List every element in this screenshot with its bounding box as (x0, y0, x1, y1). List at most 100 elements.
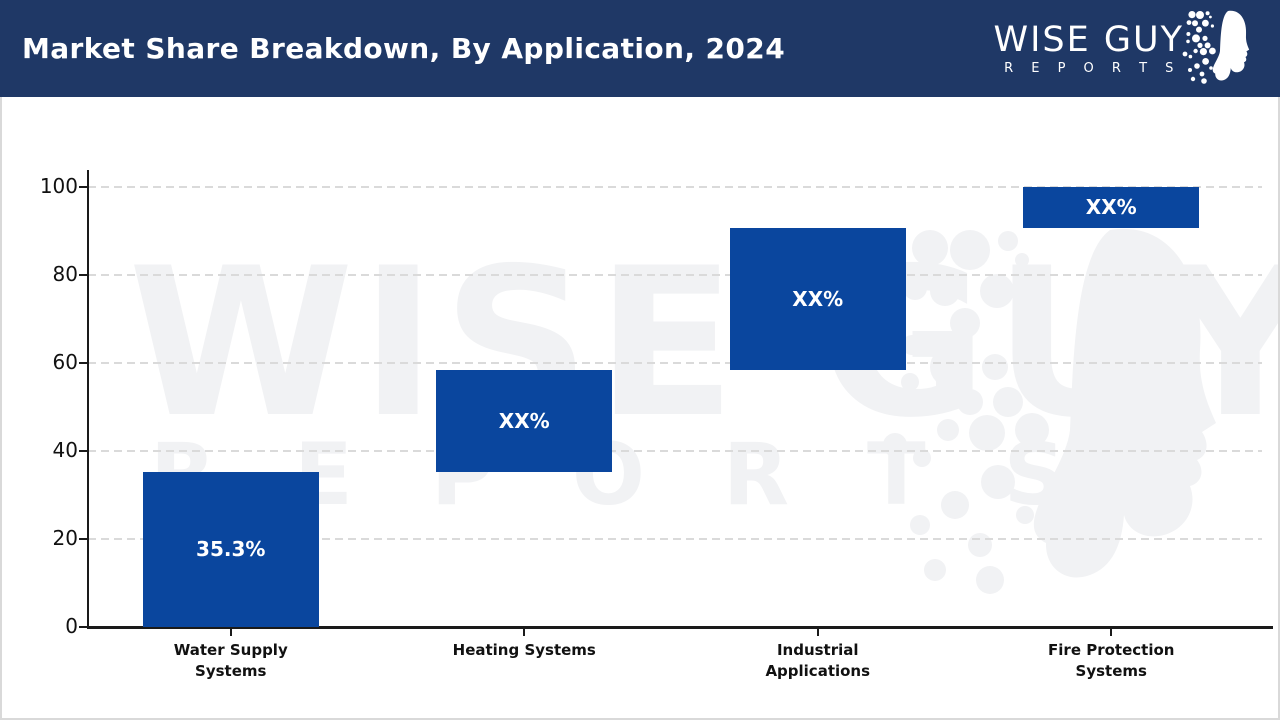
logo-wordmark: WISE GUY (993, 19, 1184, 60)
logo-face-shape (1197, 42, 1203, 48)
watermark-face-shape (937, 419, 959, 441)
watermark-face-shape (913, 449, 931, 467)
x-axis-category-label: Water Supply Systems (116, 640, 346, 682)
bar-value-label: 35.3% (196, 537, 266, 562)
x-axis-line (87, 626, 1273, 629)
logo-face-shape (1199, 71, 1205, 76)
page-border-right (1278, 97, 1280, 720)
watermark-face-shape (969, 415, 1005, 451)
logo-face-shape (1196, 26, 1202, 33)
x-axis-category-line: Water Supply (173, 641, 288, 659)
logo-face-shape (1212, 10, 1250, 80)
waterfall-bar (1023, 187, 1200, 228)
waterfall-bar (729, 227, 906, 371)
logo-face-shape (1209, 47, 1216, 54)
logo-face-shape (1188, 67, 1192, 72)
watermark-face-shape (1024, 297, 1040, 313)
bar-value-label: XX% (1085, 195, 1137, 220)
logo-face-shape (1209, 15, 1212, 18)
bar-value-label: XX% (792, 286, 844, 311)
logo-face-shape (1202, 35, 1208, 41)
logo-face-shape (1188, 10, 1196, 18)
y-gridline (88, 362, 1262, 364)
y-axis-tick (79, 186, 88, 188)
logo-face-shape (1186, 31, 1191, 36)
watermark-face-shape (903, 276, 927, 300)
watermark-face-shape (924, 559, 946, 581)
y-axis-tick-label: 80 (52, 262, 78, 286)
x-axis-category-line: Systems (195, 662, 267, 680)
logo-face-shape (1209, 65, 1213, 70)
y-axis-tick-label: 100 (39, 174, 78, 198)
watermark-face-shape (981, 465, 1015, 499)
logo-face-shape (1210, 23, 1214, 28)
y-axis-tick-label: 60 (52, 350, 78, 374)
logo-face-shape (1202, 19, 1209, 27)
x-axis-category-line: Heating Systems (452, 641, 596, 659)
logo-face-shape (1202, 57, 1209, 65)
logo-face-shape (1194, 62, 1200, 69)
watermark-face-shape (901, 373, 919, 391)
waterfall-bar (142, 471, 319, 627)
x-axis-category-line: Fire Protection (1048, 641, 1175, 659)
header: Market Share Breakdown, By Application, … (0, 0, 1280, 97)
logo-subtitle: R E P O R T S (1004, 60, 1181, 76)
watermark-face-shape (902, 335, 922, 355)
watermark-face-shape (930, 347, 970, 387)
watermark-face-shape (957, 389, 983, 415)
y-axis-tick (79, 450, 88, 452)
y-axis-tick-label: 0 (65, 614, 78, 638)
watermark-face-shape (1015, 253, 1029, 267)
logo-face-shape (1199, 47, 1207, 55)
logo-face-shape (1192, 33, 1200, 42)
watermark-face-shape (993, 387, 1023, 417)
watermark-face-shape (976, 566, 1004, 594)
watermark-face-shape (950, 308, 980, 338)
watermark-face-shape (1033, 228, 1216, 578)
x-axis-category-line: Systems (1075, 662, 1147, 680)
logo-face-shape (1188, 54, 1193, 58)
x-axis-category-label: Heating Systems (409, 640, 639, 661)
logo-face-shape (1186, 39, 1190, 43)
logo-face-shape (1186, 19, 1192, 25)
watermark-face-shape (912, 230, 948, 266)
watermark-face-shape (930, 276, 960, 306)
watermark-face-shape (941, 491, 969, 519)
page-title: Market Share Breakdown, By Application, … (22, 32, 786, 65)
x-axis-category-label: Industrial Applications (703, 640, 933, 682)
y-axis-tick-label: 20 (52, 526, 78, 550)
logo-face-shape (1193, 48, 1198, 53)
y-gridline (88, 538, 1262, 540)
x-axis-tick (229, 627, 232, 636)
page-border-bottom (0, 718, 1280, 720)
y-gridline (88, 186, 1262, 188)
logo-face-shape (1201, 77, 1207, 84)
watermark-face-shape (980, 274, 1014, 308)
y-gridline (88, 450, 1262, 452)
logo-face-shape (1182, 51, 1188, 56)
logo-face-icon (1182, 10, 1250, 84)
logo-face-shape (1190, 76, 1196, 81)
page-border-left (0, 97, 2, 720)
watermark-face-shape (998, 231, 1018, 251)
x-axis-category-line: Applications (765, 662, 871, 680)
x-axis-tick (1110, 627, 1113, 636)
x-axis-tick (816, 627, 819, 636)
bar-value-label: XX% (498, 408, 550, 433)
x-axis-category-label: Fire Protection Systems (996, 640, 1226, 682)
y-axis-tick-label: 40 (52, 438, 78, 462)
y-axis-tick (79, 538, 88, 540)
logo-face-shape (1205, 10, 1210, 15)
watermark-face-shape (910, 515, 930, 535)
watermark-face-shape (982, 354, 1008, 380)
y-axis-tick (79, 274, 88, 276)
watermark-face-shape (950, 230, 990, 270)
logo-text: WISE GUY R E P O R T S (993, 19, 1184, 76)
logo-face-shape (1204, 41, 1211, 48)
watermark-face-icon (883, 228, 1216, 594)
logo-face-shape (1192, 19, 1198, 26)
logo-face-shape (1196, 10, 1204, 19)
y-axis-tick (79, 362, 88, 364)
